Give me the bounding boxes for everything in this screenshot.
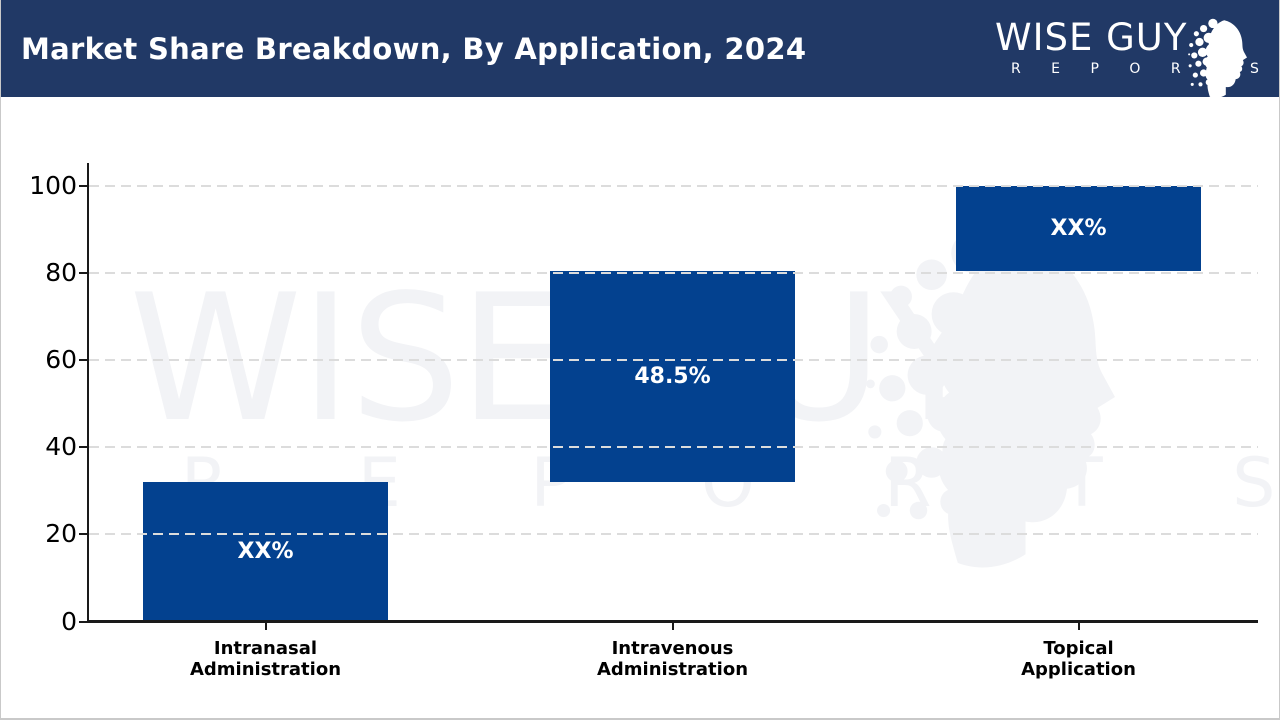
x-tick-mark	[264, 623, 267, 630]
x-axis-line	[87, 620, 1258, 623]
gridline-80	[89, 272, 1258, 275]
x-tick-mark	[1077, 623, 1080, 630]
y-tick-mark	[79, 359, 87, 362]
gridline-20	[89, 533, 1258, 536]
logo-subtext: R E P O R T S	[1011, 61, 1272, 77]
gridline-40	[89, 446, 1258, 449]
y-tick-mark	[79, 185, 87, 187]
y-tick-label: 60	[45, 345, 77, 375]
logo-brand-text: WISE GUY	[995, 16, 1188, 59]
y-axis-line	[87, 163, 89, 623]
wiseguy-logo: WISE GUY R E P O R T S	[995, 4, 1275, 98]
x-category-label: Topical Application	[1021, 638, 1136, 680]
y-tick-mark	[79, 533, 87, 536]
y-tick-label: 40	[45, 432, 77, 462]
y-tick-mark	[79, 446, 87, 449]
x-tick-mark	[671, 623, 674, 630]
bar-value-label: 48.5%	[634, 364, 711, 390]
bar-segment-2: 48.5%	[550, 270, 795, 483]
y-tick-mark	[79, 620, 87, 623]
bar-segment-1: XX%	[143, 482, 388, 622]
gridline-60	[89, 359, 1258, 362]
gridline-100	[89, 185, 1258, 187]
bar-value-label: XX%	[237, 539, 294, 565]
y-tick-label: 100	[29, 171, 77, 200]
logo-brand-row: WISE GUY	[995, 14, 1248, 99]
y-tick-label: 0	[61, 606, 77, 636]
bar-value-label: XX%	[1050, 215, 1107, 241]
x-category-label: Intranasal Administration	[189, 638, 342, 680]
page-title: Market Share Breakdown, By Application, …	[21, 31, 807, 66]
y-tick-mark	[79, 272, 87, 275]
bar-segment-3: XX%	[956, 186, 1201, 271]
x-category-label: Intravenous Administration	[596, 638, 749, 680]
y-tick-label: 20	[45, 519, 77, 549]
header-bar: Market Share Breakdown, By Application, …	[1, 0, 1279, 98]
y-tick-label: 80	[45, 258, 77, 288]
